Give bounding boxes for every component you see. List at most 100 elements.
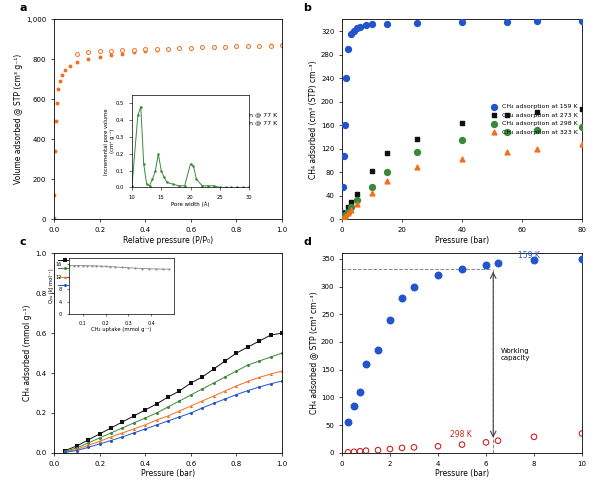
Text: Working
capacity: Working capacity — [500, 348, 530, 361]
298 K — [119, 430, 126, 436]
Legend: 278 K, 268 K, 298 K, 308 K: 278 K, 268 K, 298 K, 308 K — [57, 256, 92, 290]
CH₄ adsorption at 159 K — [355, 22, 365, 30]
Point — [409, 444, 419, 451]
Line: 308 K: 308 K — [64, 379, 284, 454]
298 K — [233, 383, 240, 389]
Text: a: a — [20, 3, 28, 14]
298 K — [176, 408, 183, 414]
278 K — [107, 425, 115, 431]
CH₄ adsorption at 273 K — [343, 204, 353, 211]
CH₄ adsorption at 273 K — [412, 135, 422, 143]
298 K — [244, 378, 251, 384]
Point — [349, 402, 359, 410]
308 K — [233, 392, 240, 397]
Point — [481, 262, 491, 269]
Y-axis label: CH₄ adsorbed (mmol g⁻¹): CH₄ adsorbed (mmol g⁻¹) — [23, 305, 32, 401]
Point — [349, 448, 359, 456]
CH₄ adsorption at 298 K — [338, 213, 348, 221]
298 K — [278, 368, 286, 374]
268 K — [73, 445, 80, 451]
268 K — [119, 425, 126, 431]
308 K — [142, 426, 149, 432]
278 K — [221, 358, 229, 364]
268 K — [153, 410, 160, 416]
278 K — [256, 338, 263, 344]
298 K — [107, 434, 115, 440]
CH₄ adsorption at 323 K — [382, 177, 392, 185]
X-axis label: Relative pressure (P/P₀): Relative pressure (P/P₀) — [123, 236, 213, 244]
X-axis label: Pressure (bar): Pressure (bar) — [141, 469, 195, 478]
CH₄ adsorption at 298 K — [412, 148, 422, 155]
Legend: N₂ adsorption @ 77 K, N₂ desorption @ 77 K: N₂ adsorption @ 77 K, N₂ desorption @ 77… — [195, 111, 279, 128]
308 K — [107, 438, 115, 444]
Point — [373, 346, 383, 354]
CH₄ adsorption at 273 K — [346, 198, 356, 206]
Y-axis label: CH₄ adsorbed (cm³ (STP) cm⁻³): CH₄ adsorbed (cm³ (STP) cm⁻³) — [309, 60, 318, 179]
308 K — [187, 410, 194, 416]
CH₄ adsorption at 159 K — [382, 19, 392, 27]
Point — [577, 430, 587, 437]
Point — [355, 448, 365, 455]
298 K — [85, 442, 92, 448]
268 K — [176, 398, 183, 404]
CH₄ adsorption at 273 K — [338, 214, 347, 222]
268 K — [244, 362, 251, 368]
CH₄ adsorption at 159 K — [349, 27, 359, 35]
278 K — [153, 401, 160, 407]
Point — [361, 360, 371, 368]
308 K — [153, 422, 160, 428]
CH₄ adsorption at 323 K — [367, 189, 377, 197]
Point — [397, 444, 407, 452]
278 K — [130, 413, 137, 419]
X-axis label: Pressure (bar): Pressure (bar) — [435, 469, 489, 478]
308 K — [256, 384, 263, 390]
Point — [433, 442, 443, 450]
268 K — [256, 358, 263, 364]
308 K — [278, 378, 286, 384]
X-axis label: Pore width (Å): Pore width (Å) — [171, 202, 210, 207]
CH₄ adsorption at 323 K — [346, 206, 356, 214]
CH₄ adsorption at 273 K — [340, 209, 350, 217]
268 K — [267, 354, 274, 360]
Text: 159 K: 159 K — [518, 251, 540, 260]
CH₄ adsorption at 273 K — [338, 212, 348, 220]
298 K — [164, 413, 172, 419]
308 K — [244, 388, 251, 393]
298 K — [130, 426, 137, 432]
CH₄ adsorption at 298 K — [532, 126, 542, 134]
278 K — [199, 374, 206, 380]
298 K — [62, 449, 69, 455]
Y-axis label: CH₄ adsorbed @ STP (cm³ cm⁻³): CH₄ adsorbed @ STP (cm³ cm⁻³) — [309, 292, 318, 414]
Point — [385, 316, 395, 324]
CH₄ adsorption at 323 K — [340, 212, 350, 220]
298 K — [153, 417, 160, 423]
Point — [457, 265, 467, 273]
Text: d: d — [304, 237, 311, 247]
Point — [343, 449, 353, 456]
308 K — [267, 381, 274, 387]
298 K — [267, 371, 274, 377]
Point — [373, 446, 383, 454]
CH₄ adsorption at 273 K — [532, 109, 542, 116]
CH₄ adsorption at 323 K — [338, 215, 347, 223]
Text: b: b — [304, 3, 311, 14]
Point — [409, 282, 419, 290]
Point — [481, 438, 491, 446]
CH₄ adsorption at 298 K — [338, 215, 347, 223]
CH₄ adsorption at 273 K — [367, 167, 377, 175]
Line: 298 K: 298 K — [64, 370, 284, 453]
CH₄ adsorption at 298 K — [502, 129, 512, 136]
CH₄ adsorption at 159 K — [340, 121, 350, 129]
308 K — [73, 448, 80, 453]
CH₄ adsorption at 298 K — [382, 169, 392, 176]
Point — [361, 447, 371, 454]
CH₄ adsorption at 159 K — [367, 20, 377, 28]
CH₄ adsorption at 323 K — [457, 155, 467, 163]
CH₄ adsorption at 159 K — [361, 21, 371, 29]
278 K — [187, 380, 194, 386]
Point — [529, 256, 539, 264]
Point — [577, 255, 587, 262]
CH₄ adsorption at 159 K — [502, 18, 512, 26]
308 K — [119, 434, 126, 440]
CH₄ adsorption at 159 K — [577, 17, 587, 24]
